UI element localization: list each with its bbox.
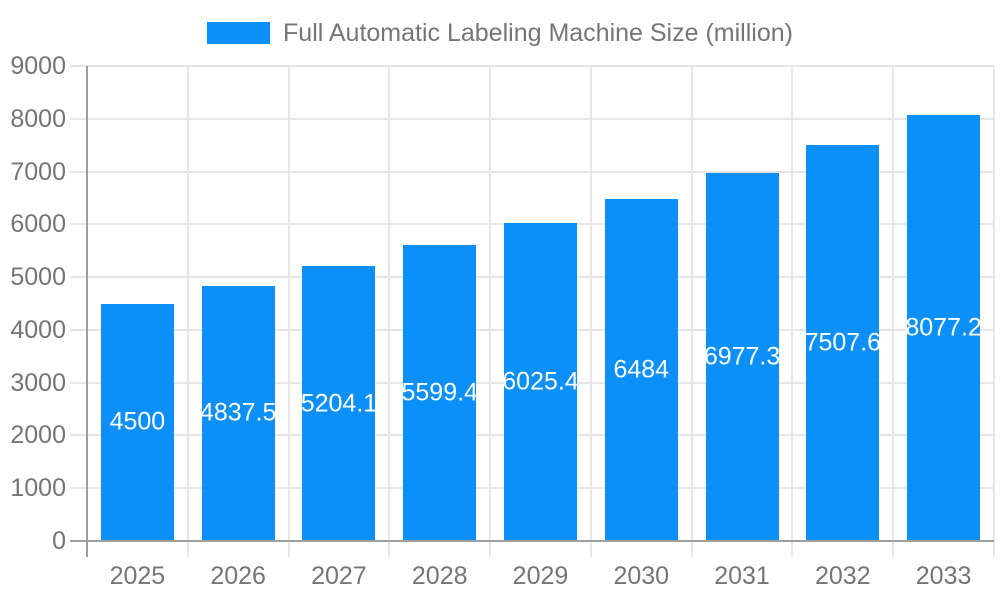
- bar-2028: 5599.4: [401, 245, 478, 541]
- x-gridline: [690, 66, 693, 557]
- bar-2027: 5204.1: [300, 266, 378, 541]
- x-axis-tick-label: 2029: [512, 562, 569, 590]
- y-gridline: [70, 65, 994, 67]
- plot-area: 0 1000 2000 3000 4000 5000 6000 7000 8000 9000 450…: [10, 52, 995, 590]
- legend-swatch: [207, 22, 271, 44]
- x-axis-tick-label: 2026: [210, 562, 266, 590]
- y-axis-tick-label: 5000: [10, 263, 66, 292]
- x-axis-tick-label: 2032: [815, 562, 871, 590]
- x-gridline: [186, 66, 189, 557]
- bar-value-label: 5204.1: [300, 389, 378, 418]
- y-gridline: [70, 117, 994, 120]
- x-gridline: [489, 66, 492, 557]
- bar-value-label: 5599.4: [401, 378, 478, 407]
- bar-value-label: 4500: [109, 407, 166, 436]
- x-gridline: [388, 66, 391, 557]
- bar-value-label: 6025.4: [502, 367, 579, 396]
- y-axis-tick-label: 0: [52, 527, 66, 555]
- x-gridline: [287, 66, 290, 557]
- legend: Full Automatic Labeling Machine Size (mi…: [0, 20, 1000, 46]
- y-axis-tick-label: 1000: [10, 474, 66, 503]
- x-axis-tick-label: 2025: [109, 562, 166, 590]
- x-axis-line: [70, 540, 994, 542]
- bar-value-label: 4837.5: [199, 398, 277, 427]
- x-gridline: [791, 66, 794, 557]
- y-axis-tick-label: 2000: [10, 421, 66, 450]
- x-gridline: [892, 66, 895, 557]
- y-axis-tick-label: 4000: [10, 315, 66, 344]
- legend-label: Full Automatic Labeling Machine Size (mi…: [283, 19, 793, 47]
- bar-2030: 6484: [604, 198, 678, 541]
- y-axis-line: [86, 66, 88, 557]
- bar-value-label: 6484: [613, 355, 670, 384]
- x-axis-tick-label: 2027: [311, 562, 367, 590]
- x-axis-tick-label: 2030: [613, 562, 670, 590]
- x-gridline: [589, 66, 592, 557]
- y-axis-tick-label: 8000: [10, 104, 66, 133]
- y-axis-tick-label: 7000: [10, 157, 66, 186]
- x-gridline: [993, 66, 995, 557]
- y-gridline: [70, 170, 994, 173]
- y-axis-tick-label: 9000: [10, 52, 66, 80]
- bar-value-label: 6977.3: [703, 342, 781, 371]
- bar-2025: 4500: [100, 303, 174, 541]
- bar-2029: 6025.4: [502, 223, 579, 541]
- y-axis-tick-label: 3000: [10, 368, 66, 397]
- bar-2033: 8077.2: [905, 114, 982, 541]
- x-axis-tick-label: 2028: [411, 562, 468, 590]
- y-axis-tick-label: 6000: [10, 210, 66, 239]
- bar-value-label: 8077.2: [905, 313, 982, 342]
- bar-2031: 6977.3: [703, 172, 781, 541]
- bar-2032: 7507.6: [804, 144, 882, 541]
- x-axis-tick-label: 2033: [915, 562, 972, 590]
- x-axis-tick-label: 2031: [714, 562, 770, 590]
- bar-2026: 4837.5: [199, 285, 277, 541]
- bar-value-label: 7507.6: [804, 328, 882, 357]
